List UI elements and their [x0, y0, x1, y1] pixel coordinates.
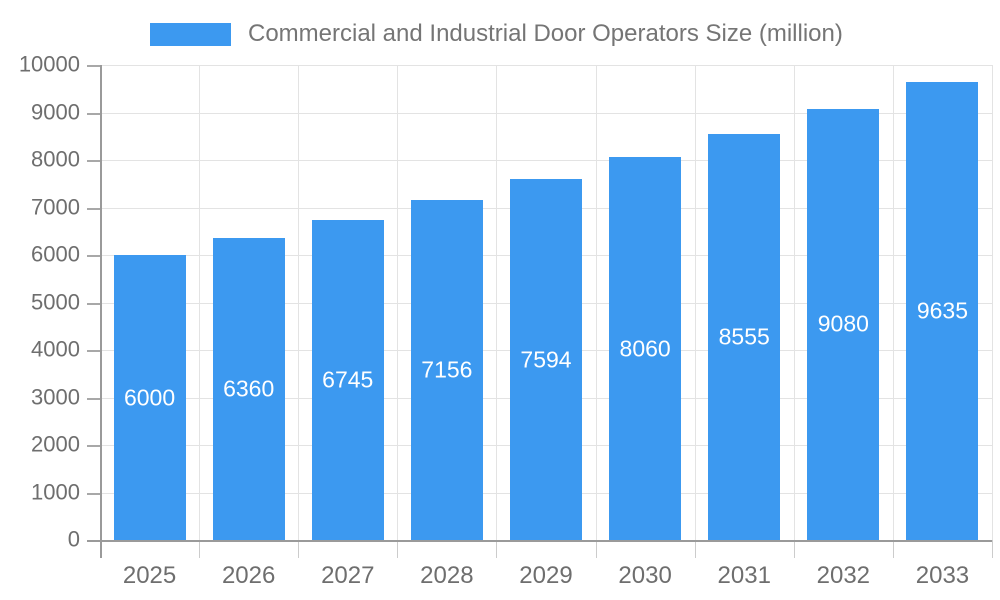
y-axis-tick	[87, 397, 100, 400]
y-axis-tick	[87, 302, 100, 305]
x-axis-tick	[992, 540, 993, 558]
y-axis-tick	[87, 445, 100, 447]
x-axis-line	[87, 540, 992, 542]
y-axis-tick	[87, 255, 100, 257]
vertical-gridline	[992, 65, 993, 540]
x-axis-label: 2030	[618, 562, 672, 589]
x-axis-tick	[298, 540, 300, 558]
bar-2031[interactable]	[708, 133, 781, 540]
y-axis-tick	[87, 350, 100, 352]
x-axis-label: 2032	[816, 562, 871, 589]
x-axis-tick	[595, 540, 597, 558]
x-axis-label: 2027	[321, 562, 375, 589]
y-axis-tick	[87, 492, 100, 495]
y-axis-tick	[87, 65, 100, 67]
x-axis-tick	[892, 540, 894, 558]
bar-value-label: 7594	[520, 346, 572, 373]
bar-2028[interactable]	[410, 200, 483, 540]
bar-value-label: 8060	[619, 335, 671, 362]
horizontal-gridline	[100, 65, 992, 66]
bar-2026[interactable]	[212, 237, 285, 540]
vertical-gridline	[199, 65, 201, 540]
x-axis-tick	[694, 540, 696, 558]
bar-value-label: 7156	[421, 356, 473, 383]
vertical-gridline	[694, 65, 696, 540]
y-axis-label: 3000	[31, 383, 80, 409]
y-axis-label: 0	[67, 526, 80, 552]
y-axis-label: 7000	[31, 193, 80, 219]
vertical-gridline	[793, 65, 795, 540]
y-axis-label: 5000	[31, 288, 80, 314]
y-axis-tick	[87, 112, 100, 115]
x-axis-label: 2033	[915, 562, 970, 589]
vertical-gridline	[397, 65, 399, 540]
bar-2030[interactable]	[609, 157, 682, 540]
x-axis-tick	[496, 540, 498, 558]
bar-2025[interactable]	[113, 255, 186, 540]
bar-2027[interactable]	[311, 219, 384, 540]
bar-value-label: 6745	[322, 366, 374, 393]
vertical-gridline	[298, 65, 300, 540]
bar-value-label: 6360	[223, 375, 275, 402]
vertical-gridline	[892, 65, 894, 540]
y-axis-label: 2000	[31, 431, 80, 457]
y-axis-line	[100, 65, 102, 558]
horizontal-gridline	[100, 160, 992, 161]
y-axis-label: 8000	[31, 146, 80, 172]
x-axis-tick	[199, 540, 201, 558]
x-axis-label: 2029	[519, 562, 573, 589]
x-axis-tick	[793, 540, 795, 558]
bar-value-label: 9080	[817, 310, 869, 337]
bar-2032[interactable]	[807, 108, 880, 540]
y-axis-tick	[87, 207, 100, 210]
bar-value-label: 9635	[916, 297, 969, 324]
y-axis-tick	[87, 160, 100, 162]
x-axis-label: 2025	[122, 562, 177, 589]
y-axis-label: 6000	[31, 241, 80, 267]
y-axis-label: 4000	[31, 336, 80, 362]
bar-value-label: 6000	[123, 384, 176, 410]
bar-value-label: 8555	[718, 323, 770, 350]
y-axis-label: 1000	[31, 478, 80, 504]
x-axis-tick	[397, 540, 399, 558]
legend-swatch-icon	[150, 22, 231, 46]
y-axis-label: 9000	[31, 98, 80, 124]
x-axis-label: 2028	[420, 562, 474, 589]
vertical-gridline	[595, 65, 597, 540]
legend-item[interactable]: Commercial and Industrial Door Operators…	[150, 20, 843, 48]
horizontal-gridline	[100, 112, 992, 114]
legend-label: Commercial and Industrial Door Operators…	[248, 20, 843, 47]
bar-2029[interactable]	[510, 179, 582, 540]
y-axis-label: 10000	[18, 51, 80, 77]
vertical-gridline	[496, 65, 498, 540]
bar-2033[interactable]	[906, 82, 979, 540]
x-axis-label: 2031	[717, 562, 771, 589]
x-axis-label: 2026	[221, 562, 276, 589]
